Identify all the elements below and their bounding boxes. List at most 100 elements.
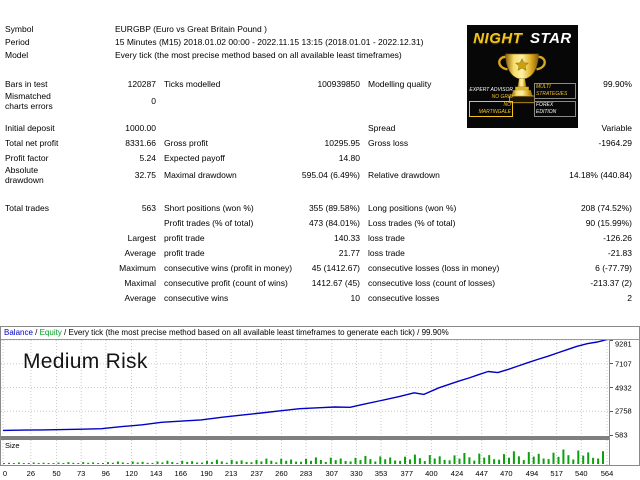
report-row: Largest profit trade 140.33 loss trade -126.… xyxy=(0,230,640,245)
size-bar xyxy=(290,459,293,464)
x-axis-label: 353 xyxy=(374,469,388,478)
report-label: loss trade xyxy=(368,232,405,243)
report-table: Symbol EURGBP (Euro vs Great Britain Poun… xyxy=(0,22,640,305)
size-bar xyxy=(314,457,317,464)
y-tick xyxy=(610,363,613,365)
y-tick xyxy=(610,339,613,341)
size-bar xyxy=(250,462,253,464)
size-bar xyxy=(270,460,273,464)
report-row: Bars in test 120287 Ticks modelled 10093985… xyxy=(0,76,640,91)
size-bar xyxy=(418,458,421,464)
size-bar xyxy=(527,452,530,464)
size-bar xyxy=(47,463,50,464)
report-value: Variable xyxy=(601,122,632,133)
report-row xyxy=(0,185,640,200)
report-row: Initial deposit 1000.00 Spread Variable xyxy=(0,120,640,135)
size-bar xyxy=(42,462,45,464)
report-value: 208 (74.52%) xyxy=(580,202,632,213)
size-bar xyxy=(121,462,124,464)
size-bar xyxy=(428,455,431,464)
size-bar xyxy=(324,461,327,464)
size-bar xyxy=(359,460,362,464)
report-label: Spread xyxy=(368,122,396,133)
report-value: Maximal xyxy=(124,277,156,288)
size-bar xyxy=(8,462,10,464)
x-axis-label: 470 xyxy=(500,469,513,478)
x-axis-label: 564 xyxy=(600,469,614,478)
x-axis-label: 260 xyxy=(275,469,288,478)
report-value: 45 (1412.67) xyxy=(311,262,360,273)
report-label: Profit factor xyxy=(5,152,49,163)
report-label: consecutive loss (count of losses) xyxy=(368,277,496,288)
size-bar xyxy=(181,460,184,464)
report-label: Gross profit xyxy=(164,137,208,148)
x-axis-label: 400 xyxy=(425,469,438,478)
logo-badge: NO MARTINGALE xyxy=(469,101,513,117)
size-bar xyxy=(12,463,15,464)
size-bar xyxy=(240,460,243,464)
size-bar xyxy=(369,459,372,464)
x-axis-label: 213 xyxy=(224,469,238,478)
size-bar xyxy=(374,461,377,464)
size-bar xyxy=(572,459,575,464)
legend-equity-label: Equity xyxy=(39,328,62,337)
x-axis-label: 494 xyxy=(525,469,539,478)
size-bar xyxy=(602,451,604,464)
x-axis-label: 50 xyxy=(52,469,61,478)
logo-badge: FOREX EDITION xyxy=(534,101,576,117)
logo-badge: MULTI STRATEGIES xyxy=(534,83,576,99)
report-row: Model Every tick (the most precise method… xyxy=(0,48,640,61)
size-label: Size xyxy=(5,441,20,450)
size-bar xyxy=(92,462,95,464)
size-bar xyxy=(87,462,90,464)
size-bar xyxy=(131,461,134,464)
report-value: 99.90% xyxy=(603,78,632,89)
report-label: Profit trades (% of total) xyxy=(164,217,254,228)
size-bar xyxy=(230,459,233,464)
report-row: Symbol EURGBP (Euro vs Great Britain Poun… xyxy=(0,22,640,35)
size-bar xyxy=(433,458,436,464)
y-axis-label: 4932 xyxy=(615,383,632,392)
report-label: Gross loss xyxy=(368,137,409,148)
size-bar xyxy=(57,462,60,464)
logo-badges-left: EXPERT ADVISOR NO GRID NO MARTINGALE xyxy=(469,87,513,117)
legend-separator: / xyxy=(32,328,40,337)
report-value: 10295.95 xyxy=(324,137,360,148)
size-bar xyxy=(295,461,298,464)
size-bar xyxy=(562,449,565,464)
report-label: Ticks modelled xyxy=(164,78,221,89)
report-value: EURGBP (Euro vs Great Britain Pound ) xyxy=(115,23,267,34)
size-bar xyxy=(339,458,342,464)
size-bar xyxy=(265,458,268,464)
report-value: 10 xyxy=(350,292,360,303)
size-bar xyxy=(17,462,20,464)
x-axis-label: 377 xyxy=(400,469,413,478)
report-value: 140.33 xyxy=(334,232,360,243)
y-tick xyxy=(610,410,613,412)
x-axis-label: 447 xyxy=(475,469,488,478)
size-bar xyxy=(260,461,263,464)
report-row: Maximal consecutive profit (count of wins… xyxy=(0,275,640,290)
report-row: Average profit trade 21.77 loss trade -21.83 xyxy=(0,245,640,260)
size-bar xyxy=(448,460,451,464)
report-row: Maximum consecutive wins (profit in money… xyxy=(0,260,640,275)
size-bar xyxy=(215,459,218,464)
report-label: Bars in test xyxy=(5,78,48,89)
chart-legend: Balance / Equity / Every tick (the most … xyxy=(1,327,639,340)
report-value: 2 xyxy=(627,292,632,303)
size-bar xyxy=(537,453,540,464)
size-bar xyxy=(97,463,100,464)
size-bar xyxy=(349,461,352,464)
size-bar xyxy=(111,462,114,464)
x-axis-label: 424 xyxy=(450,469,464,478)
report-label: consecutive wins xyxy=(164,292,229,303)
x-axis-label: 283 xyxy=(299,469,313,478)
report-label: consecutive losses xyxy=(368,292,440,303)
size-bar xyxy=(206,460,208,464)
report-value: 100939850 xyxy=(317,78,360,89)
size-bar xyxy=(512,451,515,464)
size-bar xyxy=(275,462,278,464)
size-bar xyxy=(389,457,392,464)
size-bar xyxy=(532,456,535,464)
